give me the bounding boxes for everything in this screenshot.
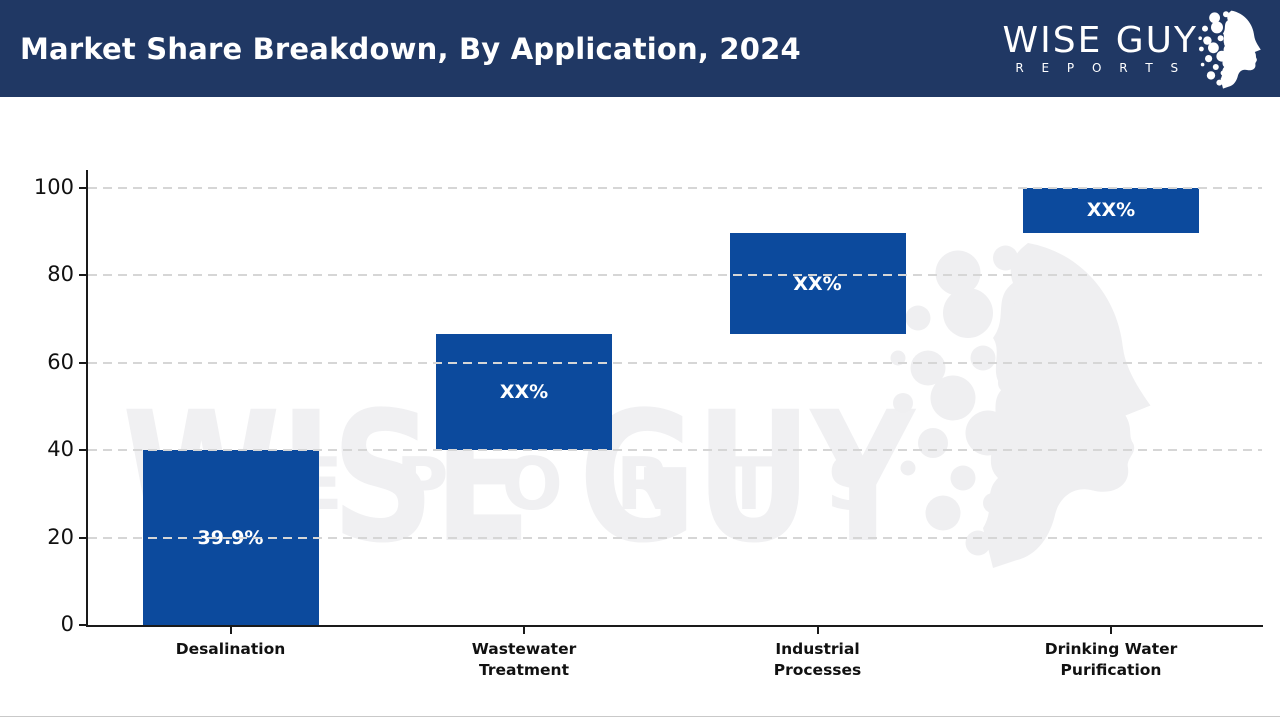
bar-segment: XX%	[436, 334, 612, 450]
x-category-label: Drinking Water Purification	[1044, 640, 1178, 679]
logo-text: WISE GUY R E P O R T S	[1002, 19, 1199, 76]
bar-value-label: XX%	[793, 272, 842, 295]
y-tick-mark	[79, 624, 87, 626]
y-axis-line	[86, 170, 88, 627]
bar-value-label: XX%	[499, 381, 549, 404]
x-tick-mark	[1110, 627, 1112, 634]
y-tick-mark	[79, 186, 87, 189]
y-tick-label: 100	[33, 174, 74, 199]
x-category-label: Wastewater Treatment	[471, 640, 577, 679]
bar-value-label: XX%	[1086, 199, 1136, 222]
dotted-face-icon	[1198, 10, 1261, 89]
x-tick-mark	[229, 627, 232, 634]
logo-reports-label: R E P O R T S	[1015, 61, 1186, 76]
x-tick-mark	[523, 627, 525, 634]
page-title: Market Share Breakdown, By Application, …	[20, 31, 801, 66]
y-tick-label: 80	[47, 262, 74, 286]
x-axis-line	[87, 625, 1263, 627]
gridline	[88, 274, 1262, 276]
y-tick-label: 0	[60, 612, 74, 636]
y-tick-label: 40	[47, 437, 74, 461]
watermark-face-icon	[890, 243, 1151, 568]
gridline	[88, 361, 1262, 364]
x-category-label: Industrial Processes	[773, 640, 862, 679]
gridline	[88, 536, 1262, 539]
gridline	[88, 449, 1262, 451]
x-tick-mark	[816, 627, 819, 634]
y-tick-mark	[79, 361, 87, 364]
y-tick-mark	[79, 274, 87, 276]
y-tick-label: 60	[47, 349, 74, 374]
x-category-label: Desalination	[175, 640, 286, 658]
bar-segment: XX%	[1023, 187, 1199, 234]
y-tick-mark	[79, 536, 87, 539]
y-tick-label: 20	[47, 524, 74, 549]
header-bar: Market Share Breakdown, By Application, …	[0, 0, 1280, 97]
gridline	[88, 186, 1262, 189]
bar-segment: XX%	[729, 233, 906, 335]
wiseguy-logo: WISE GUY R E P O R T S	[1003, 7, 1267, 91]
plot-area: 0 20 40 60 80 100 39.9% Desalination XX% Wastewat…	[0, 97, 1280, 716]
chart-area: WISE GUY R E P O R T S 0 20 40 60 80 100 39.9%…	[0, 97, 1280, 716]
y-tick-mark	[79, 449, 87, 451]
logo-wordmark: WISE GUY	[1002, 19, 1198, 61]
